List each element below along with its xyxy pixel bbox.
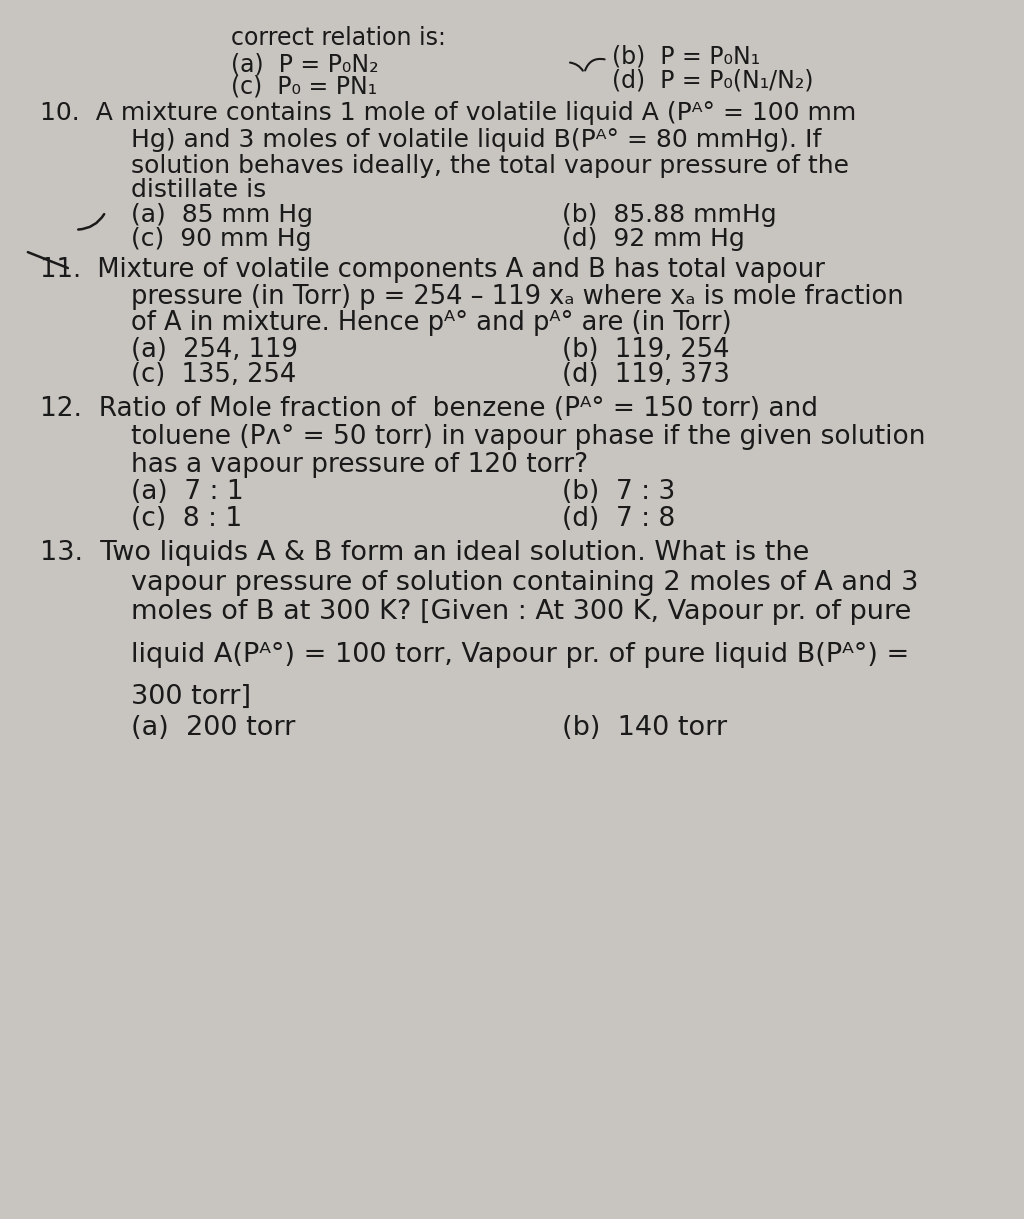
Text: toluene (Pᴧ° = 50 torr) in vapour phase if the given solution: toluene (Pᴧ° = 50 torr) in vapour phase … — [131, 424, 925, 451]
Text: moles of B at 300 K? [Given : At 300 K, Vapour pr. of pure: moles of B at 300 K? [Given : At 300 K, … — [131, 599, 911, 625]
Text: (c)  90 mm Hg: (c) 90 mm Hg — [131, 227, 311, 251]
Text: liquid A(Pᴬ°) = 100 torr, Vapour pr. of pure liquid B(Pᴬ°) =: liquid A(Pᴬ°) = 100 torr, Vapour pr. of … — [131, 642, 909, 668]
Text: (b)  P = P₀N₁: (b) P = P₀N₁ — [612, 44, 761, 68]
Text: correct relation is:: correct relation is: — [231, 27, 445, 50]
Text: (a)  P = P₀N₂: (a) P = P₀N₂ — [231, 52, 379, 77]
Text: has a vapour pressure of 120 torr?: has a vapour pressure of 120 torr? — [131, 452, 588, 478]
Text: solution behaves ideally, the total vapour pressure of the: solution behaves ideally, the total vapo… — [131, 155, 849, 178]
Text: distillate is: distillate is — [131, 178, 266, 202]
Text: (a)  85 mm Hg: (a) 85 mm Hg — [131, 204, 312, 227]
Text: of A in mixture. Hence pᴬ° and pᴬ° are (in Torr): of A in mixture. Hence pᴬ° and pᴬ° are (… — [131, 310, 731, 335]
Text: vapour pressure of solution containing 2 moles of A and 3: vapour pressure of solution containing 2… — [131, 570, 919, 596]
Text: Hg) and 3 moles of volatile liquid B(Pᴬ° = 80 mmHg). If: Hg) and 3 moles of volatile liquid B(Pᴬ°… — [131, 128, 821, 152]
Text: 12.  Ratio of Mole fraction of  benzene (Pᴬ° = 150 torr) and: 12. Ratio of Mole fraction of benzene (P… — [40, 396, 818, 422]
Text: 13.  Two liquids A & B form an ideal solution. What is the: 13. Two liquids A & B form an ideal solu… — [40, 540, 810, 567]
Text: pressure (in Torr) p = 254 – 119 xₐ where xₐ is mole fraction: pressure (in Torr) p = 254 – 119 xₐ wher… — [131, 284, 903, 310]
Text: (b)  140 torr: (b) 140 torr — [562, 714, 727, 741]
Text: (c)  8 : 1: (c) 8 : 1 — [131, 506, 242, 531]
Text: (b)  7 : 3: (b) 7 : 3 — [562, 479, 676, 506]
Text: (d)  P = P₀(N₁/N₂): (d) P = P₀(N₁/N₂) — [612, 68, 814, 93]
Text: (a)  7 : 1: (a) 7 : 1 — [131, 479, 244, 506]
Text: (d)  7 : 8: (d) 7 : 8 — [562, 506, 676, 531]
Text: (c)  135, 254: (c) 135, 254 — [131, 362, 296, 389]
Text: (b)  119, 254: (b) 119, 254 — [562, 338, 730, 363]
Text: (a)  254, 119: (a) 254, 119 — [131, 338, 298, 363]
Text: (c)  P₀ = PN₁: (c) P₀ = PN₁ — [231, 74, 377, 99]
Text: (b)  85.88 mmHg: (b) 85.88 mmHg — [562, 204, 777, 227]
Text: (a)  200 torr: (a) 200 torr — [131, 714, 295, 741]
Text: 300 torr]: 300 torr] — [131, 684, 251, 709]
Text: (d)  92 mm Hg: (d) 92 mm Hg — [562, 227, 744, 251]
Text: 11.  Mixture of volatile components A and B has total vapour: 11. Mixture of volatile components A and… — [40, 257, 825, 283]
Text: (d)  119, 373: (d) 119, 373 — [562, 362, 730, 389]
Text: 10.  A mixture contains 1 mole of volatile liquid A (Pᴬ° = 100 mm: 10. A mixture contains 1 mole of volatil… — [40, 100, 857, 124]
